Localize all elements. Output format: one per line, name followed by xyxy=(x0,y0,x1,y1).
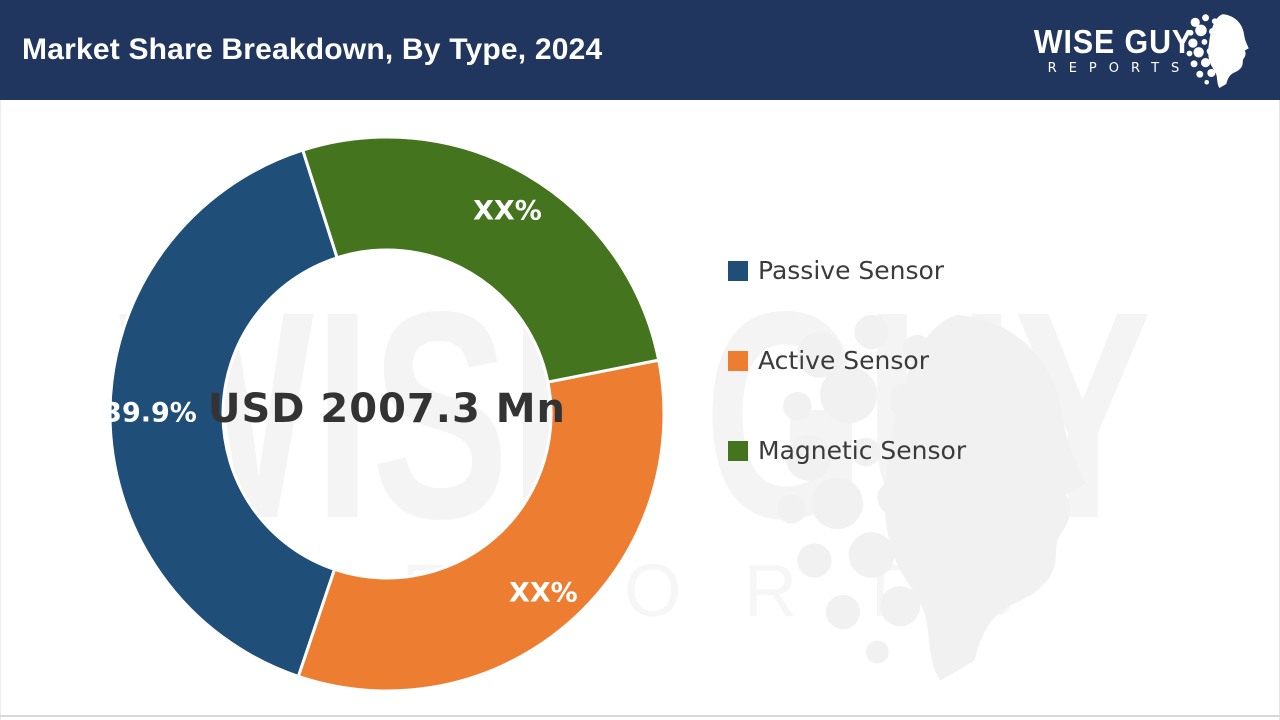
legend-swatch-magnetic xyxy=(728,441,748,461)
logo-subtitle: REPORTS xyxy=(1047,60,1192,76)
logo-text: WISE GUY REPORTS xyxy=(1027,22,1200,76)
donut-segment-passive-sensor xyxy=(108,148,339,678)
logo-wordmark: WISE GUY xyxy=(1033,22,1194,60)
legend-item-active-sensor: Active Sensor xyxy=(728,348,929,374)
legend-label: Active Sensor xyxy=(758,346,929,375)
donut-segment-active-sensor xyxy=(296,358,666,693)
bottom-divider xyxy=(0,715,1280,717)
legend-item-magnetic-sensor: Magnetic Sensor xyxy=(728,438,966,464)
legend-swatch-active xyxy=(728,351,748,371)
donut-segment-magnetic-sensor xyxy=(301,135,661,384)
page-title: Market Share Breakdown, By Type, 2024 xyxy=(22,33,603,66)
legend-swatch-passive xyxy=(728,261,748,281)
chart-center-value: USD 2007.3 Mn xyxy=(208,386,566,432)
segment-label: XX% xyxy=(473,195,542,226)
head-profile-icon xyxy=(1186,14,1249,88)
legend-item-passive-sensor: Passive Sensor xyxy=(728,258,944,284)
segment-label: XX% xyxy=(509,578,578,609)
header-bar: Market Share Breakdown, By Type, 2024 WI… xyxy=(0,0,1280,100)
wise-guy-reports-logo: WISE GUY REPORTS xyxy=(1027,9,1262,91)
legend-label: Magnetic Sensor xyxy=(758,436,967,465)
legend-label: Passive Sensor xyxy=(758,256,945,285)
segment-label: 39.9% xyxy=(103,397,197,428)
